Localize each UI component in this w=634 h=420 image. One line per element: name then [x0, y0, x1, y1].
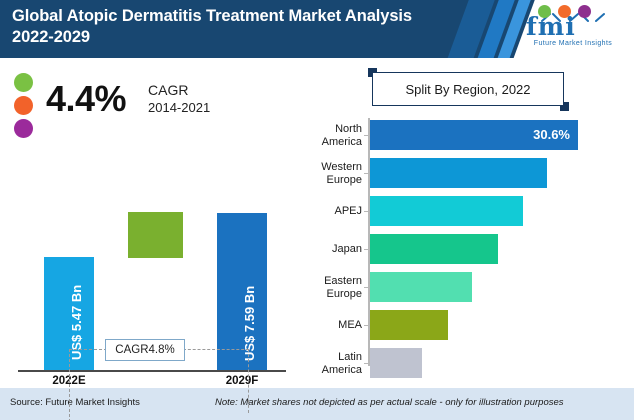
region-label-japan: Japan — [332, 243, 362, 255]
region-chart-axis — [368, 118, 370, 366]
region-chart-title: Split By Region, 2022 — [372, 72, 564, 106]
kpi-green-dot-icon — [14, 73, 33, 92]
kpi-dot-group — [14, 73, 36, 139]
region-label-north-america: North America — [321, 123, 362, 148]
region-bar-western-europe — [370, 158, 547, 188]
footer-source: Source: Future Market Insights — [10, 397, 140, 408]
decor-green-square — [128, 212, 183, 258]
cagr-label-line1: CAGR — [148, 82, 189, 98]
region-label-eastern-europe: Eastern Europe — [324, 275, 362, 300]
region-bar-eastern-europe — [370, 272, 472, 302]
region-value-north-america: 30.6% — [533, 127, 570, 142]
cagr-value: 4.4% — [46, 78, 127, 119]
region-split-chart: Split By Region, 2022 North America 30.6… — [300, 60, 634, 380]
region-tick-western-europe — [364, 173, 369, 175]
cagr-period-label: CAGR 2014-2021 — [148, 82, 210, 116]
region-tick-apej — [364, 211, 369, 213]
region-label-latin-america: Latin America — [321, 351, 362, 376]
region-tick-eastern-europe — [364, 287, 369, 289]
logo-wordmark: fmi — [526, 12, 576, 41]
region-label-apej: APEJ — [334, 205, 362, 217]
header-banner: Global Atopic Dermatitis Treatment Marke… — [0, 0, 634, 58]
cagr-connector-left-horizontal — [69, 349, 107, 350]
cagr-connector-left-vertical — [69, 349, 70, 420]
region-label-western-europe: Western Europe — [321, 161, 362, 186]
xtick-2029f: 2029F — [225, 375, 259, 387]
cagr-connector-right-vertical — [248, 349, 249, 413]
footer-bar: Source: Future Market Insights Note: Mar… — [0, 388, 634, 420]
region-tick-north-america — [364, 135, 369, 137]
logo-green-dot-icon — [538, 5, 551, 18]
region-tick-latin-america — [364, 363, 369, 365]
region-bar-north-america: 30.6% — [370, 120, 578, 150]
region-bar-mea — [370, 310, 448, 340]
region-bar-latin-america — [370, 348, 422, 378]
region-bar-apej — [370, 196, 523, 226]
kpi-purple-dot-icon — [14, 119, 33, 138]
logo-dot-group — [538, 5, 608, 20]
fmi-logo: fmi Future Market Insights — [516, 4, 628, 54]
region-bar-japan — [370, 234, 498, 264]
xtick-2022e: 2022E — [52, 375, 86, 387]
cagr-connector-right-horizontal — [183, 349, 249, 350]
market-size-axis — [18, 370, 286, 372]
footer-note: Note: Market shares not depicted as per … — [215, 397, 564, 408]
bar-2029f: US$ 7.59 Bn — [217, 213, 267, 370]
region-tick-japan — [364, 249, 369, 251]
logo-tagline: Future Market Insights — [533, 40, 613, 47]
region-label-mea: MEA — [338, 319, 362, 331]
cagr-label-line2: 2014-2021 — [148, 99, 211, 115]
kpi-orange-dot-icon — [14, 96, 33, 115]
market-size-chart: CAGR4.8% US$ 5.47 Bn US$ 7.59 Bn 2022E 2… — [0, 165, 300, 420]
logo-purple-dot-icon — [578, 5, 591, 18]
page-title: Global Atopic Dermatitis Treatment Marke… — [12, 7, 412, 47]
region-tick-mea — [364, 325, 369, 327]
cagr-badge: CAGR4.8% — [105, 339, 185, 361]
region-title-marker-bottomright — [560, 102, 569, 111]
logo-orange-dot-icon — [558, 5, 571, 18]
